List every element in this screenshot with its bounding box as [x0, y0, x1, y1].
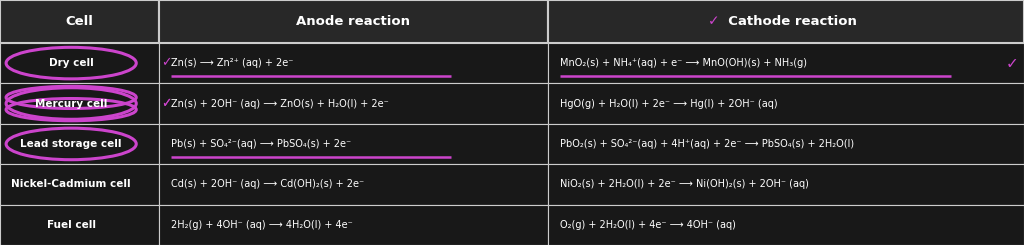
Text: Nickel-Cadmium cell: Nickel-Cadmium cell — [11, 179, 131, 189]
Bar — [159, 83, 548, 124]
Bar — [159, 205, 548, 245]
Text: Anode reaction: Anode reaction — [296, 15, 411, 28]
Bar — [159, 124, 548, 164]
Text: 2H₂(g) + 4OH⁻ (aq) ⟶ 4H₂O(l) + 4e⁻: 2H₂(g) + 4OH⁻ (aq) ⟶ 4H₂O(l) + 4e⁻ — [171, 220, 352, 230]
Bar — [0, 164, 159, 205]
Text: ✓: ✓ — [708, 14, 720, 28]
Text: Dry cell: Dry cell — [49, 58, 93, 68]
Text: Mercury cell: Mercury cell — [35, 98, 108, 109]
Bar — [0, 43, 159, 83]
Text: Cd(s) + 2OH⁻ (aq) ⟶ Cd(OH)₂(s) + 2e⁻: Cd(s) + 2OH⁻ (aq) ⟶ Cd(OH)₂(s) + 2e⁻ — [171, 179, 365, 189]
Bar — [159, 43, 548, 83]
Text: Lead storage cell: Lead storage cell — [20, 139, 122, 149]
Bar — [0, 83, 159, 124]
Text: ✓: ✓ — [161, 97, 171, 110]
Text: Fuel cell: Fuel cell — [47, 220, 95, 230]
Text: Zn(s) + 2OH⁻ (aq) ⟶ ZnO(s) + H₂O(l) + 2e⁻: Zn(s) + 2OH⁻ (aq) ⟶ ZnO(s) + H₂O(l) + 2e… — [171, 98, 389, 109]
Text: HgO(g) + H₂O(l) + 2e⁻ ⟶ Hg(l) + 2OH⁻ (aq): HgO(g) + H₂O(l) + 2e⁻ ⟶ Hg(l) + 2OH⁻ (aq… — [560, 98, 778, 109]
Text: Pb(s) + SO₄²⁻(aq) ⟶ PbSO₄(s) + 2e⁻: Pb(s) + SO₄²⁻(aq) ⟶ PbSO₄(s) + 2e⁻ — [171, 139, 351, 149]
Bar — [548, 124, 1024, 164]
Bar — [548, 0, 1024, 43]
Text: Zn(s) ⟶ Zn²⁺ (aq) + 2e⁻: Zn(s) ⟶ Zn²⁺ (aq) + 2e⁻ — [171, 58, 294, 68]
Text: ✓: ✓ — [161, 57, 171, 70]
Bar — [0, 205, 159, 245]
Text: PbO₂(s) + SO₄²⁻(aq) + 4H⁺(aq) + 2e⁻ ⟶ PbSO₄(s) + 2H₂O(l): PbO₂(s) + SO₄²⁻(aq) + 4H⁺(aq) + 2e⁻ ⟶ Pb… — [560, 139, 854, 149]
Text: ✓: ✓ — [161, 97, 171, 110]
Bar — [548, 164, 1024, 205]
Text: Cell: Cell — [66, 15, 93, 28]
Bar — [548, 205, 1024, 245]
Bar — [0, 124, 159, 164]
Text: O₂(g) + 2H₂O(l) + 4e⁻ ⟶ 4OH⁻ (aq): O₂(g) + 2H₂O(l) + 4e⁻ ⟶ 4OH⁻ (aq) — [560, 220, 736, 230]
Bar — [0, 0, 159, 43]
Text: NiO₂(s) + 2H₂O(l) + 2e⁻ ⟶ Ni(OH)₂(s) + 2OH⁻ (aq): NiO₂(s) + 2H₂O(l) + 2e⁻ ⟶ Ni(OH)₂(s) + 2… — [560, 179, 809, 189]
Bar — [159, 0, 548, 43]
Bar — [548, 43, 1024, 83]
Bar — [159, 164, 548, 205]
Bar — [548, 83, 1024, 124]
Text: Cathode reaction: Cathode reaction — [720, 15, 857, 28]
Text: ✓: ✓ — [1007, 56, 1019, 71]
Text: MnO₂(s) + NH₄⁺(aq) + e⁻ ⟶ MnO(OH)(s) + NH₃(g): MnO₂(s) + NH₄⁺(aq) + e⁻ ⟶ MnO(OH)(s) + N… — [560, 58, 807, 68]
